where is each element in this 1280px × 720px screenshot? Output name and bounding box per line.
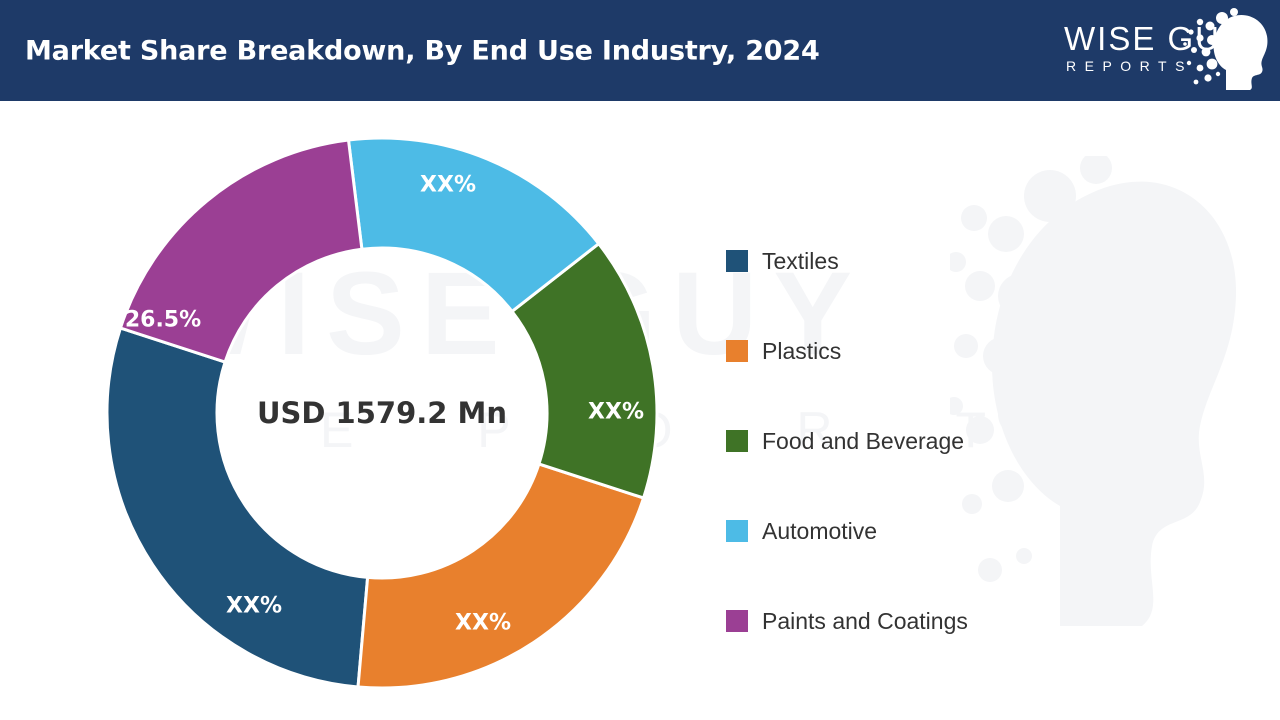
donut-center-label: USD 1579.2 Mn bbox=[256, 396, 508, 430]
page-header: Market Share Breakdown, By End Use Indus… bbox=[0, 0, 1280, 101]
legend-swatch-plastics bbox=[726, 340, 748, 362]
legend-swatch-automotive bbox=[726, 520, 748, 542]
legend-swatch-textiles bbox=[726, 250, 748, 272]
legend-item-textiles[interactable]: Textiles bbox=[726, 246, 1146, 276]
page-title: Market Share Breakdown, By End Use Indus… bbox=[25, 35, 820, 66]
donut-slice-food-and-beverage[interactable] bbox=[509, 241, 659, 500]
legend-label-food-and-beverage: Food and Beverage bbox=[762, 427, 965, 454]
legend-label-plastics: Plastics bbox=[762, 337, 842, 364]
legend-swatch-food-and-beverage bbox=[726, 430, 748, 452]
chart-legend: Textiles Plastics Food and Beverage Auto… bbox=[726, 246, 1146, 696]
legend-item-paints-and-coatings[interactable]: Paints and Coatings bbox=[726, 606, 1146, 636]
wise-guy-reports-logo: WISE GUY REPORTS bbox=[1056, 6, 1274, 94]
legend-label-automotive: Automotive bbox=[762, 517, 878, 544]
chart-body: WISE GUY R E P O R T S USD 1579.2 Mn 26.… bbox=[0, 101, 1280, 720]
watermark-head-icon bbox=[950, 156, 1237, 626]
legend-item-automotive[interactable]: Automotive bbox=[726, 516, 1146, 546]
donut-slice-paints-and-coatings[interactable] bbox=[118, 138, 364, 364]
donut-slice-automotive[interactable] bbox=[346, 136, 601, 314]
legend-item-plastics[interactable]: Plastics bbox=[726, 336, 1146, 366]
logo-head-profile-icon bbox=[1183, 8, 1268, 90]
legend-item-food-and-beverage[interactable]: Food and Beverage bbox=[726, 426, 1146, 456]
donut-chart: USD 1579.2 Mn 26.5% XX% XX% XX% XX% bbox=[0, 101, 760, 720]
legend-label-paints-and-coatings: Paints and Coatings bbox=[762, 607, 968, 634]
legend-swatch-paints-and-coatings bbox=[726, 610, 748, 632]
logo-secondary-text: REPORTS bbox=[1066, 58, 1193, 74]
donut-chart-svg bbox=[105, 136, 659, 690]
donut-slice-plastics[interactable] bbox=[356, 462, 646, 690]
legend-label-textiles: Textiles bbox=[762, 247, 839, 274]
donut-slice-textiles[interactable] bbox=[105, 326, 370, 689]
